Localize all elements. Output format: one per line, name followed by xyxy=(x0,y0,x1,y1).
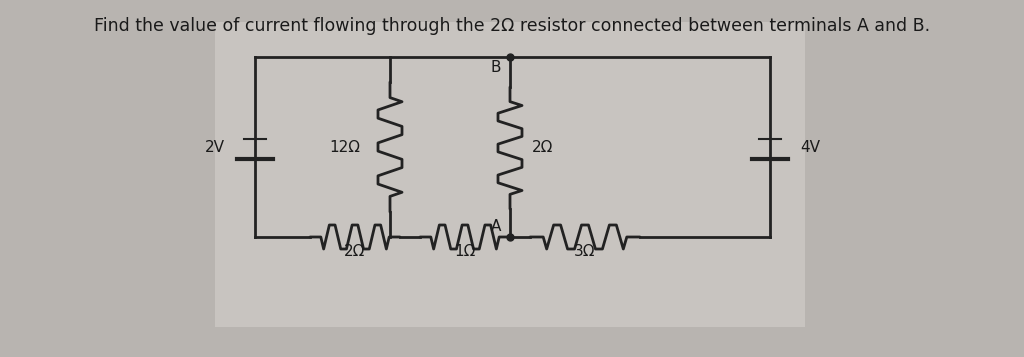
Text: 2Ω: 2Ω xyxy=(532,141,553,156)
Bar xyxy=(215,22,805,327)
Text: 4V: 4V xyxy=(800,140,820,155)
Text: Find the value of current flowing through the 2Ω resistor connected between term: Find the value of current flowing throug… xyxy=(94,17,930,35)
Text: 2V: 2V xyxy=(205,140,225,155)
Text: 2Ω: 2Ω xyxy=(344,244,366,259)
Text: 12Ω: 12Ω xyxy=(329,140,360,155)
Text: A: A xyxy=(490,219,501,234)
Text: B: B xyxy=(490,60,502,75)
Text: 1Ω: 1Ω xyxy=(455,244,476,259)
Text: 3Ω: 3Ω xyxy=(574,244,596,259)
